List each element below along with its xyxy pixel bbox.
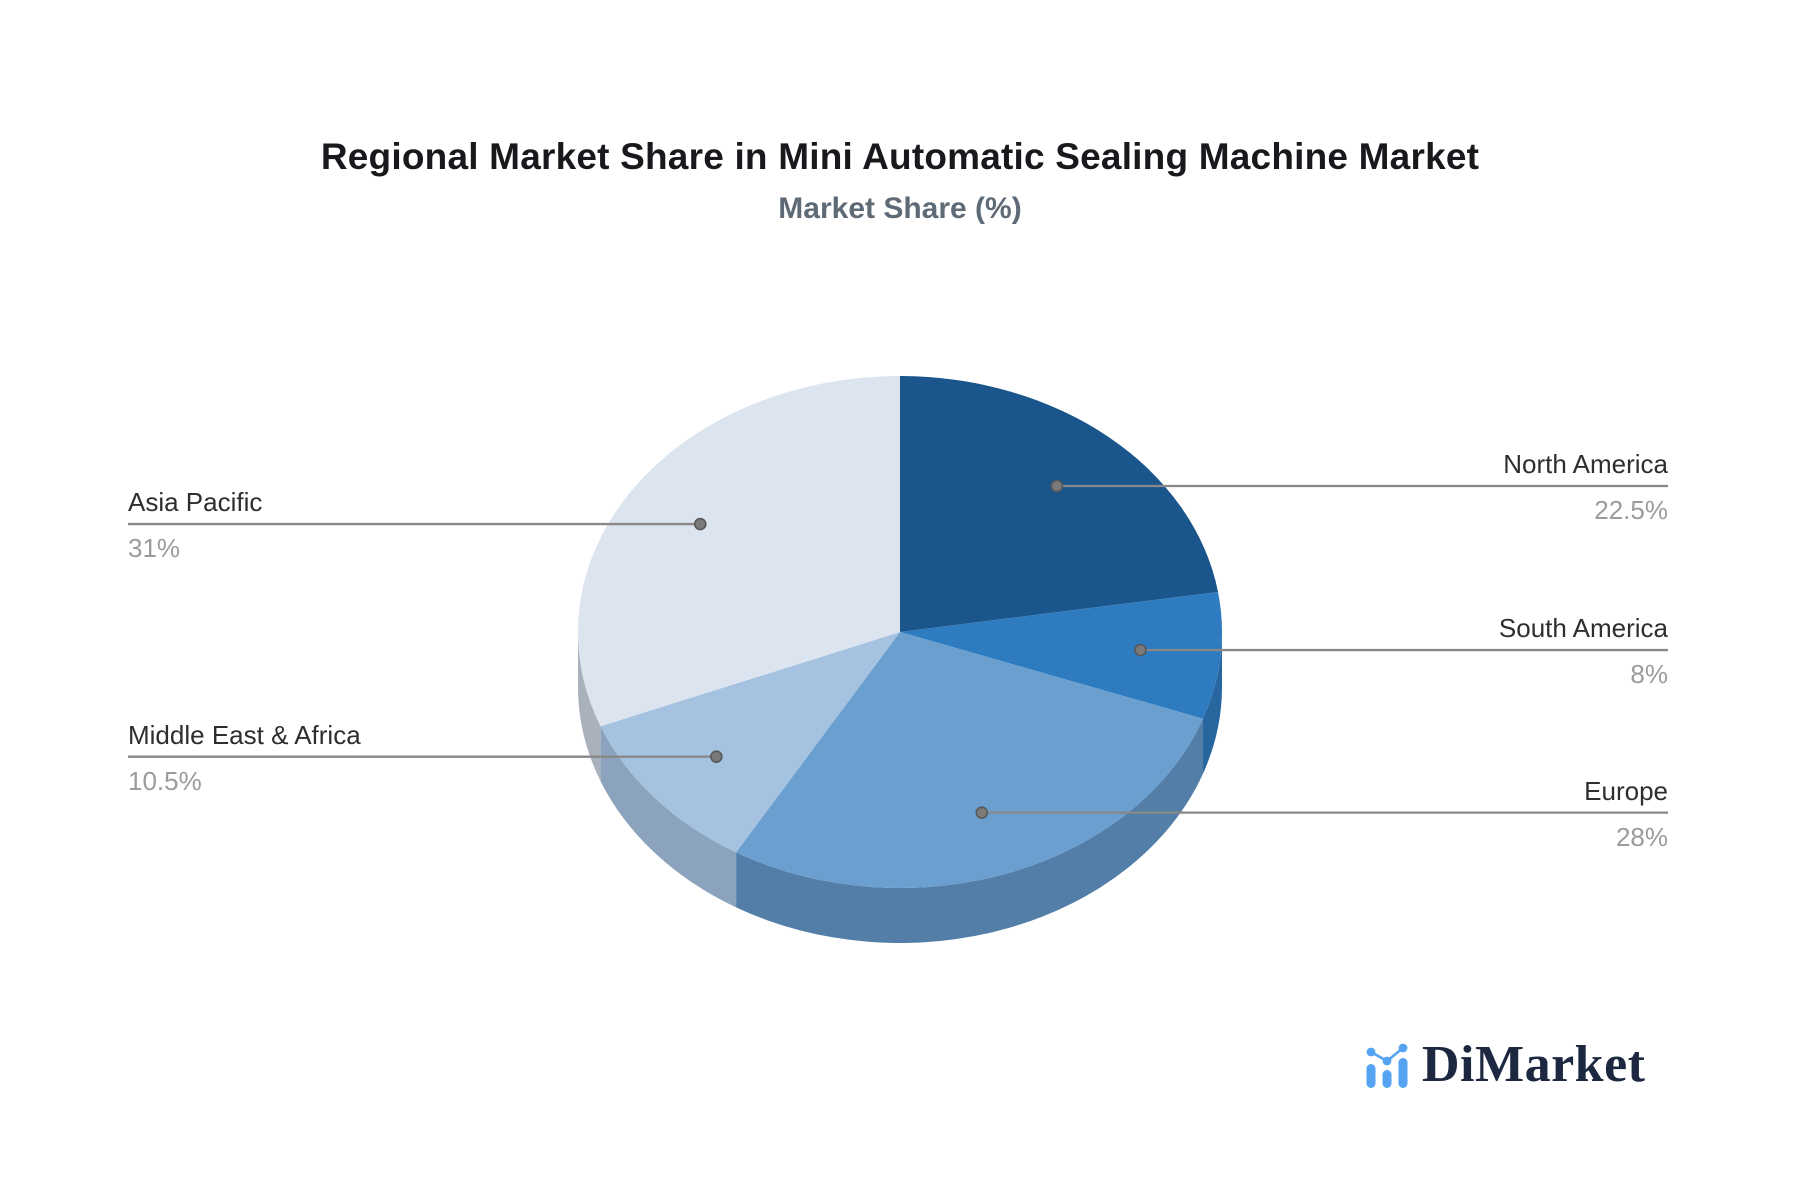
brand-logo: DiMarket: [1364, 1036, 1646, 1093]
chart-subtitle: Market Share (%): [778, 192, 1022, 225]
slice-label-value: 22.5%: [1594, 495, 1668, 525]
bar-chart-logo-icon: [1366, 1043, 1408, 1088]
slice-label-value: 31%: [128, 533, 181, 564]
pie-slice-side-asia-pacific: [578, 632, 601, 782]
slice-label-name: Middle East & Africa: [128, 719, 361, 750]
pie-slice-side-europe: [736, 718, 1203, 943]
leader-dot-asia-pacific: [693, 517, 707, 531]
slice-label-name: Europe: [1584, 775, 1668, 806]
slice-label-name: Asia Pacific: [128, 487, 263, 518]
leader-dot-europe: [975, 806, 989, 819]
slice-label-name: South America: [1498, 613, 1668, 644]
slice-label-value: 10.5%: [128, 765, 202, 796]
leader-dot-south-america: [1134, 643, 1147, 657]
pie-slice-side-middle-east-africa: [600, 726, 737, 908]
pie-slice-asia-pacific[interactable]: [578, 376, 900, 727]
pie-slice-side-south-america: [1202, 632, 1222, 774]
leader-dot-middle-east-africa: [710, 750, 723, 763]
pie-slice-europe[interactable]: [736, 632, 1203, 888]
pie-slice-middle-east-africa[interactable]: [600, 632, 900, 853]
pie-slice-south-america[interactable]: [900, 591, 1223, 719]
chart-title: Regional Market Share in Mini Automatic …: [320, 136, 1480, 177]
slice-label-name: North America: [1503, 449, 1668, 479]
slice-label-value: 8%: [1630, 659, 1668, 690]
leader-dot-north-america: [1050, 479, 1064, 493]
pie-slice-north-america[interactable]: [900, 376, 1219, 632]
brand-name: DiMarket: [1422, 1036, 1646, 1093]
slice-label-value: 28%: [1615, 821, 1668, 852]
